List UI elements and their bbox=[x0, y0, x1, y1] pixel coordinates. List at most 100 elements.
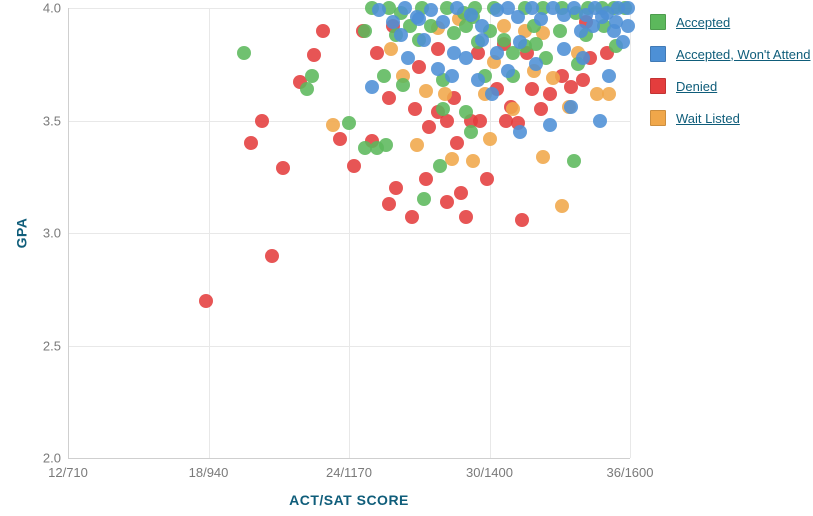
data-point-wont bbox=[616, 35, 630, 49]
data-point-accepted bbox=[417, 192, 431, 206]
y-tick-label: 3.0 bbox=[13, 226, 61, 241]
legend-swatch bbox=[650, 46, 666, 62]
data-point-wont bbox=[436, 15, 450, 29]
data-point-denied bbox=[244, 136, 258, 150]
data-point-wont bbox=[475, 19, 489, 33]
data-point-accepted bbox=[237, 46, 251, 60]
data-point-denied bbox=[454, 186, 468, 200]
data-point-wont bbox=[459, 51, 473, 65]
data-point-denied bbox=[265, 249, 279, 263]
data-point-denied bbox=[408, 102, 422, 116]
data-point-wont bbox=[595, 10, 609, 24]
data-point-wont bbox=[464, 8, 478, 22]
data-point-denied bbox=[431, 42, 445, 56]
legend-item-accepted[interactable]: Accepted bbox=[650, 14, 811, 30]
legend-item-waitlisted[interactable]: Wait Listed bbox=[650, 110, 811, 126]
data-point-wont bbox=[431, 62, 445, 76]
data-point-waitlisted bbox=[602, 87, 616, 101]
x-tick-label: 36/1600 bbox=[607, 465, 654, 480]
data-point-denied bbox=[525, 82, 539, 96]
data-point-denied bbox=[389, 181, 403, 195]
data-point-wont bbox=[501, 64, 515, 78]
data-point-wont bbox=[621, 1, 635, 15]
data-point-waitlisted bbox=[384, 42, 398, 56]
data-point-waitlisted bbox=[555, 199, 569, 213]
data-point-accepted bbox=[436, 102, 450, 116]
data-point-denied bbox=[534, 102, 548, 116]
data-point-denied bbox=[276, 161, 290, 175]
data-point-wont bbox=[576, 51, 590, 65]
data-point-denied bbox=[515, 213, 529, 227]
data-point-wont bbox=[417, 33, 431, 47]
legend: Accepted Accepted, Won't Attend Denied Wait… bbox=[650, 14, 811, 142]
data-point-wont bbox=[529, 57, 543, 71]
data-point-wont bbox=[557, 42, 571, 56]
x-tick-label: 24/1170 bbox=[326, 465, 372, 480]
data-point-wont bbox=[543, 118, 557, 132]
data-point-denied bbox=[333, 132, 347, 146]
data-point-wont bbox=[621, 19, 635, 33]
legend-label[interactable]: Denied bbox=[676, 79, 717, 94]
data-point-wont bbox=[401, 51, 415, 65]
data-point-denied bbox=[422, 120, 436, 134]
data-point-accepted bbox=[567, 154, 581, 168]
legend-swatch bbox=[650, 14, 666, 30]
data-point-waitlisted bbox=[438, 87, 452, 101]
data-point-denied bbox=[316, 24, 330, 38]
data-point-denied bbox=[255, 114, 269, 128]
data-point-denied bbox=[412, 60, 426, 74]
data-point-wont bbox=[412, 12, 426, 26]
data-point-waitlisted bbox=[497, 19, 511, 33]
data-point-waitlisted bbox=[326, 118, 340, 132]
data-point-wont bbox=[513, 125, 527, 139]
legend-label[interactable]: Wait Listed bbox=[676, 111, 740, 126]
data-point-denied bbox=[307, 48, 321, 62]
data-point-wont bbox=[511, 10, 525, 24]
data-point-wont bbox=[574, 24, 588, 38]
legend-item-wont[interactable]: Accepted, Won't Attend bbox=[650, 46, 811, 62]
data-point-wont bbox=[490, 46, 504, 60]
x-tick-label: 30/1400 bbox=[466, 465, 513, 480]
data-point-denied bbox=[347, 159, 361, 173]
data-point-denied bbox=[459, 210, 473, 224]
data-point-waitlisted bbox=[466, 154, 480, 168]
data-point-accepted bbox=[300, 82, 314, 96]
data-point-accepted bbox=[377, 69, 391, 83]
y-tick-label: 3.5 bbox=[13, 113, 61, 128]
data-point-denied bbox=[370, 46, 384, 60]
x-tick-label: 12/710 bbox=[48, 465, 88, 480]
data-point-wont bbox=[450, 1, 464, 15]
data-point-denied bbox=[543, 87, 557, 101]
data-point-wont bbox=[471, 73, 485, 87]
data-point-wont bbox=[485, 87, 499, 101]
y-tick-label: 4.0 bbox=[13, 1, 61, 16]
data-point-waitlisted bbox=[546, 71, 560, 85]
data-point-denied bbox=[382, 91, 396, 105]
y-tick-label: 2.0 bbox=[13, 451, 61, 466]
data-point-accepted bbox=[358, 24, 372, 38]
data-point-denied bbox=[576, 73, 590, 87]
data-point-waitlisted bbox=[483, 132, 497, 146]
data-point-wont bbox=[534, 12, 548, 26]
data-point-accepted bbox=[379, 138, 393, 152]
legend-item-denied[interactable]: Denied bbox=[650, 78, 811, 94]
data-point-denied bbox=[382, 197, 396, 211]
legend-label[interactable]: Accepted, Won't Attend bbox=[676, 47, 811, 62]
data-point-waitlisted bbox=[410, 138, 424, 152]
data-point-waitlisted bbox=[419, 84, 433, 98]
data-point-accepted bbox=[497, 33, 511, 47]
x-axis-label: ACT/SAT SCORE bbox=[289, 492, 409, 508]
data-point-accepted bbox=[342, 116, 356, 130]
data-point-denied bbox=[419, 172, 433, 186]
data-point-wont bbox=[386, 15, 400, 29]
data-point-accepted bbox=[305, 69, 319, 83]
data-point-wont bbox=[593, 114, 607, 128]
data-point-accepted bbox=[459, 105, 473, 119]
legend-label[interactable]: Accepted bbox=[676, 15, 730, 30]
data-point-wont bbox=[424, 3, 438, 17]
scatter-plot-area bbox=[68, 8, 630, 458]
data-point-wont bbox=[445, 69, 459, 83]
data-point-wont bbox=[513, 35, 527, 49]
data-point-accepted bbox=[553, 24, 567, 38]
data-point-wont bbox=[365, 80, 379, 94]
